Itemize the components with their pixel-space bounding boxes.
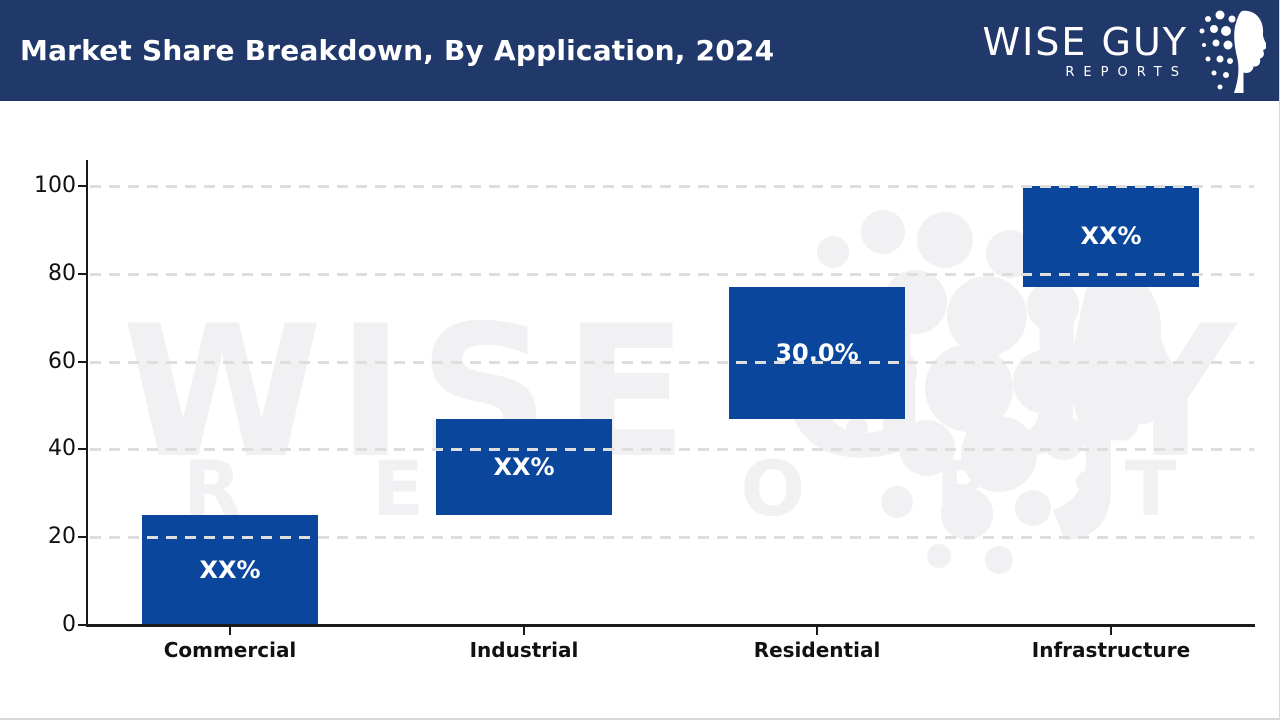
gridline [90,272,1254,276]
y-axis-spine [86,160,88,627]
bar: XX% [142,515,318,625]
gridline [90,536,1254,540]
logo-wordmark-line2: REPORTS [1065,64,1188,80]
y-tick-label: 60 [48,348,76,374]
bar-value-label: XX% [1080,222,1142,251]
x-tick-label: Residential [753,638,881,662]
y-tick-label: 80 [48,260,76,286]
y-tick-label: 100 [34,173,76,198]
page-title: Market Share Breakdown, By Application, … [20,34,775,67]
x-axis-tick [1110,627,1112,635]
brand-logo: WISE GUY REPORTS [983,7,1266,95]
bar: 30.0% [729,286,905,419]
gridline [90,448,1254,452]
y-axis-tick [78,536,86,539]
y-axis-tick [78,448,86,451]
bar-value-label: XX% [199,556,261,585]
bar: XX% [1023,186,1199,287]
y-axis-tick [78,185,86,187]
y-axis-tick [78,272,86,275]
x-tick-label: Infrastructure [1031,638,1191,662]
logo-wordmark-line1: WISE GUY [982,19,1188,64]
y-tick-label: 40 [48,436,76,462]
gridline [90,185,1254,188]
watermark-head-dots-icon [817,210,1179,574]
logo-head-icon [1199,10,1266,93]
bar: XX% [436,418,612,516]
header-bar: Market Share Breakdown, By Application, … [0,0,1279,101]
y-tick-label: 20 [48,524,76,550]
x-tick-label: Industrial [469,638,579,662]
x-tick-label: Commercial [163,638,297,662]
logo-wordmark: WISE GUY REPORTS [983,23,1188,79]
y-axis-tick [78,624,86,626]
x-axis-spine [86,624,1255,627]
y-tick-label: 0 [62,612,76,637]
x-axis-tick [523,627,525,635]
bar-value-label: XX% [493,452,555,481]
y-axis-tick [78,360,86,363]
gridline [90,360,1254,364]
x-axis-tick [816,627,818,635]
x-axis-tick [229,627,231,635]
